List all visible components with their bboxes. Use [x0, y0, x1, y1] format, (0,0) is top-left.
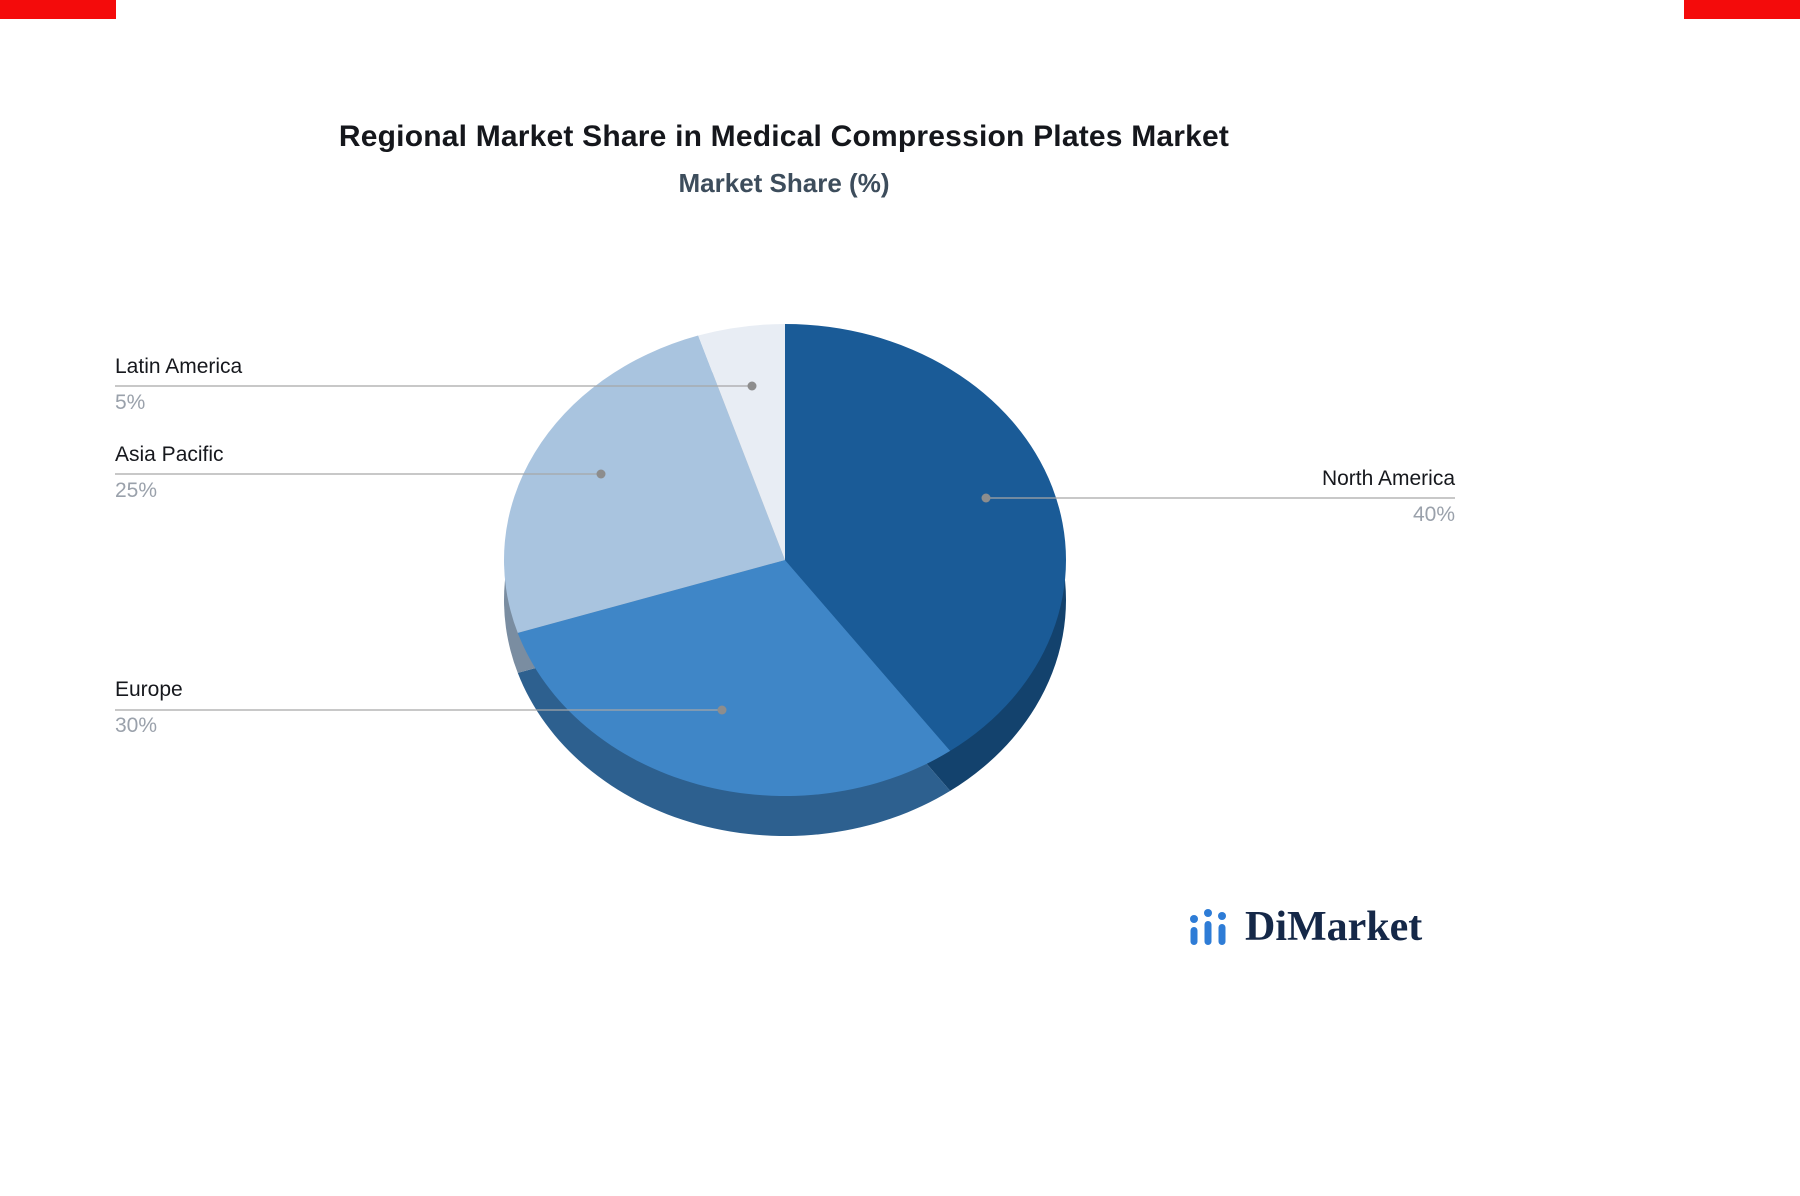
- top-accent-bar-right: [1684, 0, 1800, 19]
- label-latin-america-name: Latin America: [115, 355, 243, 378]
- pie-slice-north-america[interactable]: [785, 324, 1067, 751]
- callout-lines: [115, 385, 1455, 711]
- callout-dots: [596, 381, 991, 715]
- label-north-america: North America 40%: [1155, 467, 1455, 527]
- callout-dot-north-america: [981, 493, 991, 503]
- logo-text: DiMarket: [1245, 904, 1423, 950]
- pie-slice-latin-america[interactable]: [698, 324, 785, 560]
- logo: DiMarket: [1186, 905, 1422, 949]
- callout-dot-europe: [717, 705, 727, 715]
- top-accent-bar-left: [0, 0, 116, 19]
- bar-chart-icon: [1190, 909, 1226, 945]
- label-europe-value: 30%: [115, 714, 158, 737]
- chart-title: Regional Market Share in Medical Compres…: [338, 120, 1230, 153]
- pie-slice-europe[interactable]: [517, 560, 951, 797]
- pie-slices: [503, 324, 1067, 836]
- callout-dot-latin-america: [747, 381, 757, 391]
- label-latin-america-value: 5%: [115, 391, 146, 414]
- label-asia-pacific: Asia Pacific 25%: [115, 443, 224, 503]
- label-europe-name: Europe: [115, 678, 183, 701]
- label-north-america-name: North America: [1321, 467, 1455, 490]
- label-asia-pacific-value: 25%: [115, 479, 158, 502]
- callout-dot-asia-pacific: [596, 469, 606, 479]
- label-asia-pacific-name: Asia Pacific: [115, 443, 224, 466]
- pie-slice-asia-pacific[interactable]: [503, 335, 785, 633]
- label-latin-america: Latin America 5%: [115, 355, 242, 415]
- label-north-america-value: 40%: [1412, 503, 1455, 526]
- label-europe: Europe 30%: [115, 678, 183, 738]
- chart-subtitle: Market Share (%): [678, 168, 890, 198]
